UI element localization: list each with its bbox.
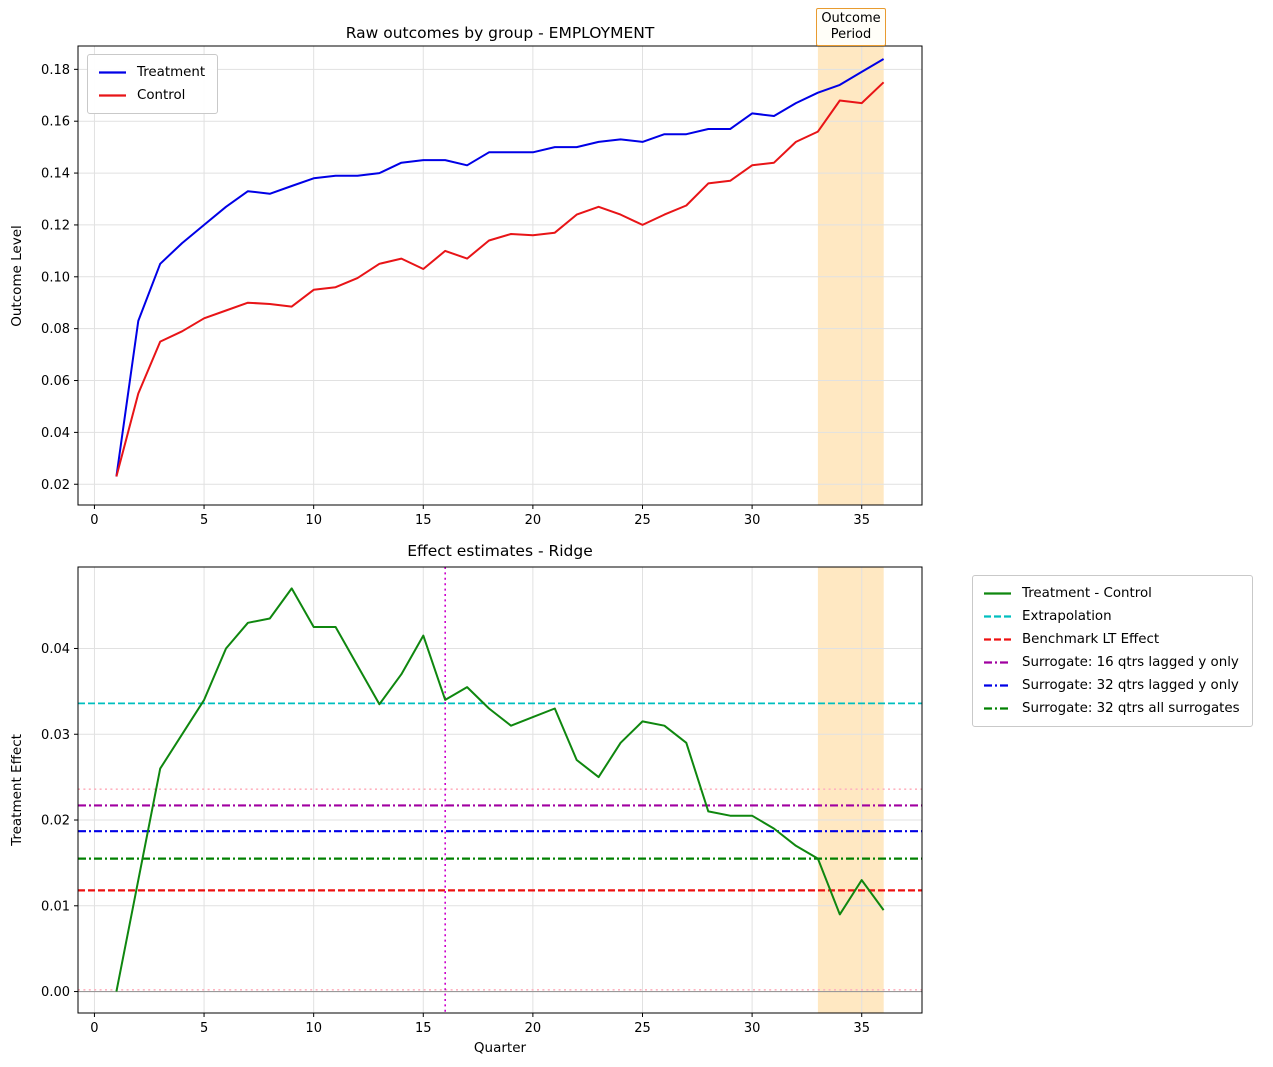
svg-text:20: 20 <box>525 1021 542 1036</box>
series-treatment-control <box>115 587 885 992</box>
svg-text:25: 25 <box>634 1021 651 1036</box>
svg-text:35: 35 <box>853 513 870 528</box>
top-y-axis-label: Outcome Level <box>9 225 25 327</box>
svg-text:10: 10 <box>305 1021 322 1036</box>
gridlines <box>78 567 922 1013</box>
svg-text:15: 15 <box>415 1021 432 1036</box>
svg-text:30: 30 <box>744 1021 761 1036</box>
svg-text:0.02: 0.02 <box>41 478 70 493</box>
svg-text:0.02: 0.02 <box>41 814 70 829</box>
svg-text:0.04: 0.04 <box>41 642 70 657</box>
legend-label-control: Control <box>137 88 186 103</box>
legend-item-treatment-control: Treatment - Control <box>982 582 1240 605</box>
x-tick-labels: 0 5 10 15 20 25 30 35 <box>90 505 870 528</box>
svg-text:35: 35 <box>853 1021 870 1036</box>
series-control <box>115 81 885 477</box>
y-tick-labels: 0.00 0.01 0.02 0.03 0.04 <box>41 642 78 1000</box>
legend-label-benchmark: Benchmark LT Effect <box>1022 632 1160 647</box>
legend-item-surrogate-16: Surrogate: 16 qtrs lagged y only <box>982 651 1240 674</box>
svg-text:25: 25 <box>634 513 651 528</box>
top-chart-title: Raw outcomes by group - EMPLOYMENT <box>345 24 655 42</box>
outcome-period-label-line2: Period <box>830 27 872 42</box>
y-tick-labels: 0.02 0.04 0.06 0.08 0.10 0.12 0.14 0.16 0.18 <box>41 63 78 493</box>
plot-frame <box>77 566 923 1014</box>
legend-label-surrogate-32-lagged: Surrogate: 32 qtrs lagged y only <box>1022 678 1239 693</box>
svg-text:0: 0 <box>90 1021 98 1036</box>
bottom-x-axis-label: Quarter <box>473 1040 527 1056</box>
svg-text:0.03: 0.03 <box>41 728 70 743</box>
svg-text:30: 30 <box>744 513 761 528</box>
svg-text:0.06: 0.06 <box>41 374 70 389</box>
extrapolation-line-sample-icon <box>984 615 1011 618</box>
legend-label-treatment-control: Treatment - Control <box>1022 586 1152 601</box>
benchmark-line-sample-icon <box>984 638 1011 641</box>
legend-item-extrapolation: Extrapolation <box>982 605 1240 628</box>
outcome-period-band <box>817 567 884 1013</box>
treatment-control-line-sample-icon <box>984 592 1011 595</box>
outcome-period-label-line1: Outcome <box>821 11 881 26</box>
legend-item-surrogate-32-all: Surrogate: 32 qtrs all surrogates <box>982 697 1240 720</box>
svg-text:0: 0 <box>90 513 98 528</box>
effect-estimates-chart: 0 5 10 15 20 25 30 35 0.00 0.01 0.02 0.03 0.04 <box>41 566 923 1036</box>
svg-text:5: 5 <box>200 513 208 528</box>
surrogate-16-line-sample-icon <box>984 661 1011 664</box>
series-treatment <box>115 58 885 477</box>
surrogate-32-lagged-line-sample-icon <box>984 684 1011 687</box>
legend-label-surrogate-16: Surrogate: 16 qtrs lagged y only <box>1022 655 1239 670</box>
control-line-sample-icon <box>99 94 126 97</box>
svg-text:0.08: 0.08 <box>41 322 70 337</box>
svg-text:5: 5 <box>200 1021 208 1036</box>
svg-text:0.01: 0.01 <box>41 899 70 914</box>
svg-text:0.10: 0.10 <box>41 270 70 285</box>
outcome-period-label: Outcome Period <box>816 8 886 46</box>
top-chart-legend: Treatment Control <box>87 54 219 114</box>
svg-text:15: 15 <box>415 513 432 528</box>
legend-label-surrogate-32-all: Surrogate: 32 qtrs all surrogates <box>1022 701 1240 716</box>
raw-outcomes-chart: 0 5 10 15 20 25 30 350.020.040.060.080.100.120.… <box>41 45 923 528</box>
svg-text:20: 20 <box>525 513 542 528</box>
legend-label-treatment: Treatment <box>137 65 206 80</box>
svg-text:0.00: 0.00 <box>41 985 70 1000</box>
x-tick-labels: 0 5 10 15 20 25 30 35 <box>90 1013 870 1036</box>
svg-text:0.12: 0.12 <box>41 218 70 233</box>
surrogate-32-all-line-sample-icon <box>984 707 1011 710</box>
svg-text:10: 10 <box>305 513 322 528</box>
legend-label-extrapolation: Extrapolation <box>1022 609 1112 624</box>
svg-text:0.18: 0.18 <box>41 63 70 78</box>
svg-text:0.14: 0.14 <box>41 167 70 182</box>
plot-frame <box>77 45 923 506</box>
legend-item-control: Control <box>97 84 205 107</box>
legend-item-treatment: Treatment <box>97 61 205 84</box>
legend-item-surrogate-32-lagged: Surrogate: 32 qtrs lagged y only <box>982 674 1240 697</box>
treatment-line-sample-icon <box>99 71 126 74</box>
svg-text:0.04: 0.04 <box>41 426 70 441</box>
bottom-y-axis-label: Treatment Effect <box>9 734 25 846</box>
outcome-period-band <box>817 46 884 505</box>
bottom-chart-legend: Treatment - Control Extrapolation Benchm… <box>972 575 1253 727</box>
gridlines <box>78 46 922 505</box>
svg-text:0.16: 0.16 <box>41 115 70 130</box>
legend-item-benchmark: Benchmark LT Effect <box>982 628 1240 651</box>
bottom-chart-title: Effect estimates - Ridge <box>407 542 593 560</box>
